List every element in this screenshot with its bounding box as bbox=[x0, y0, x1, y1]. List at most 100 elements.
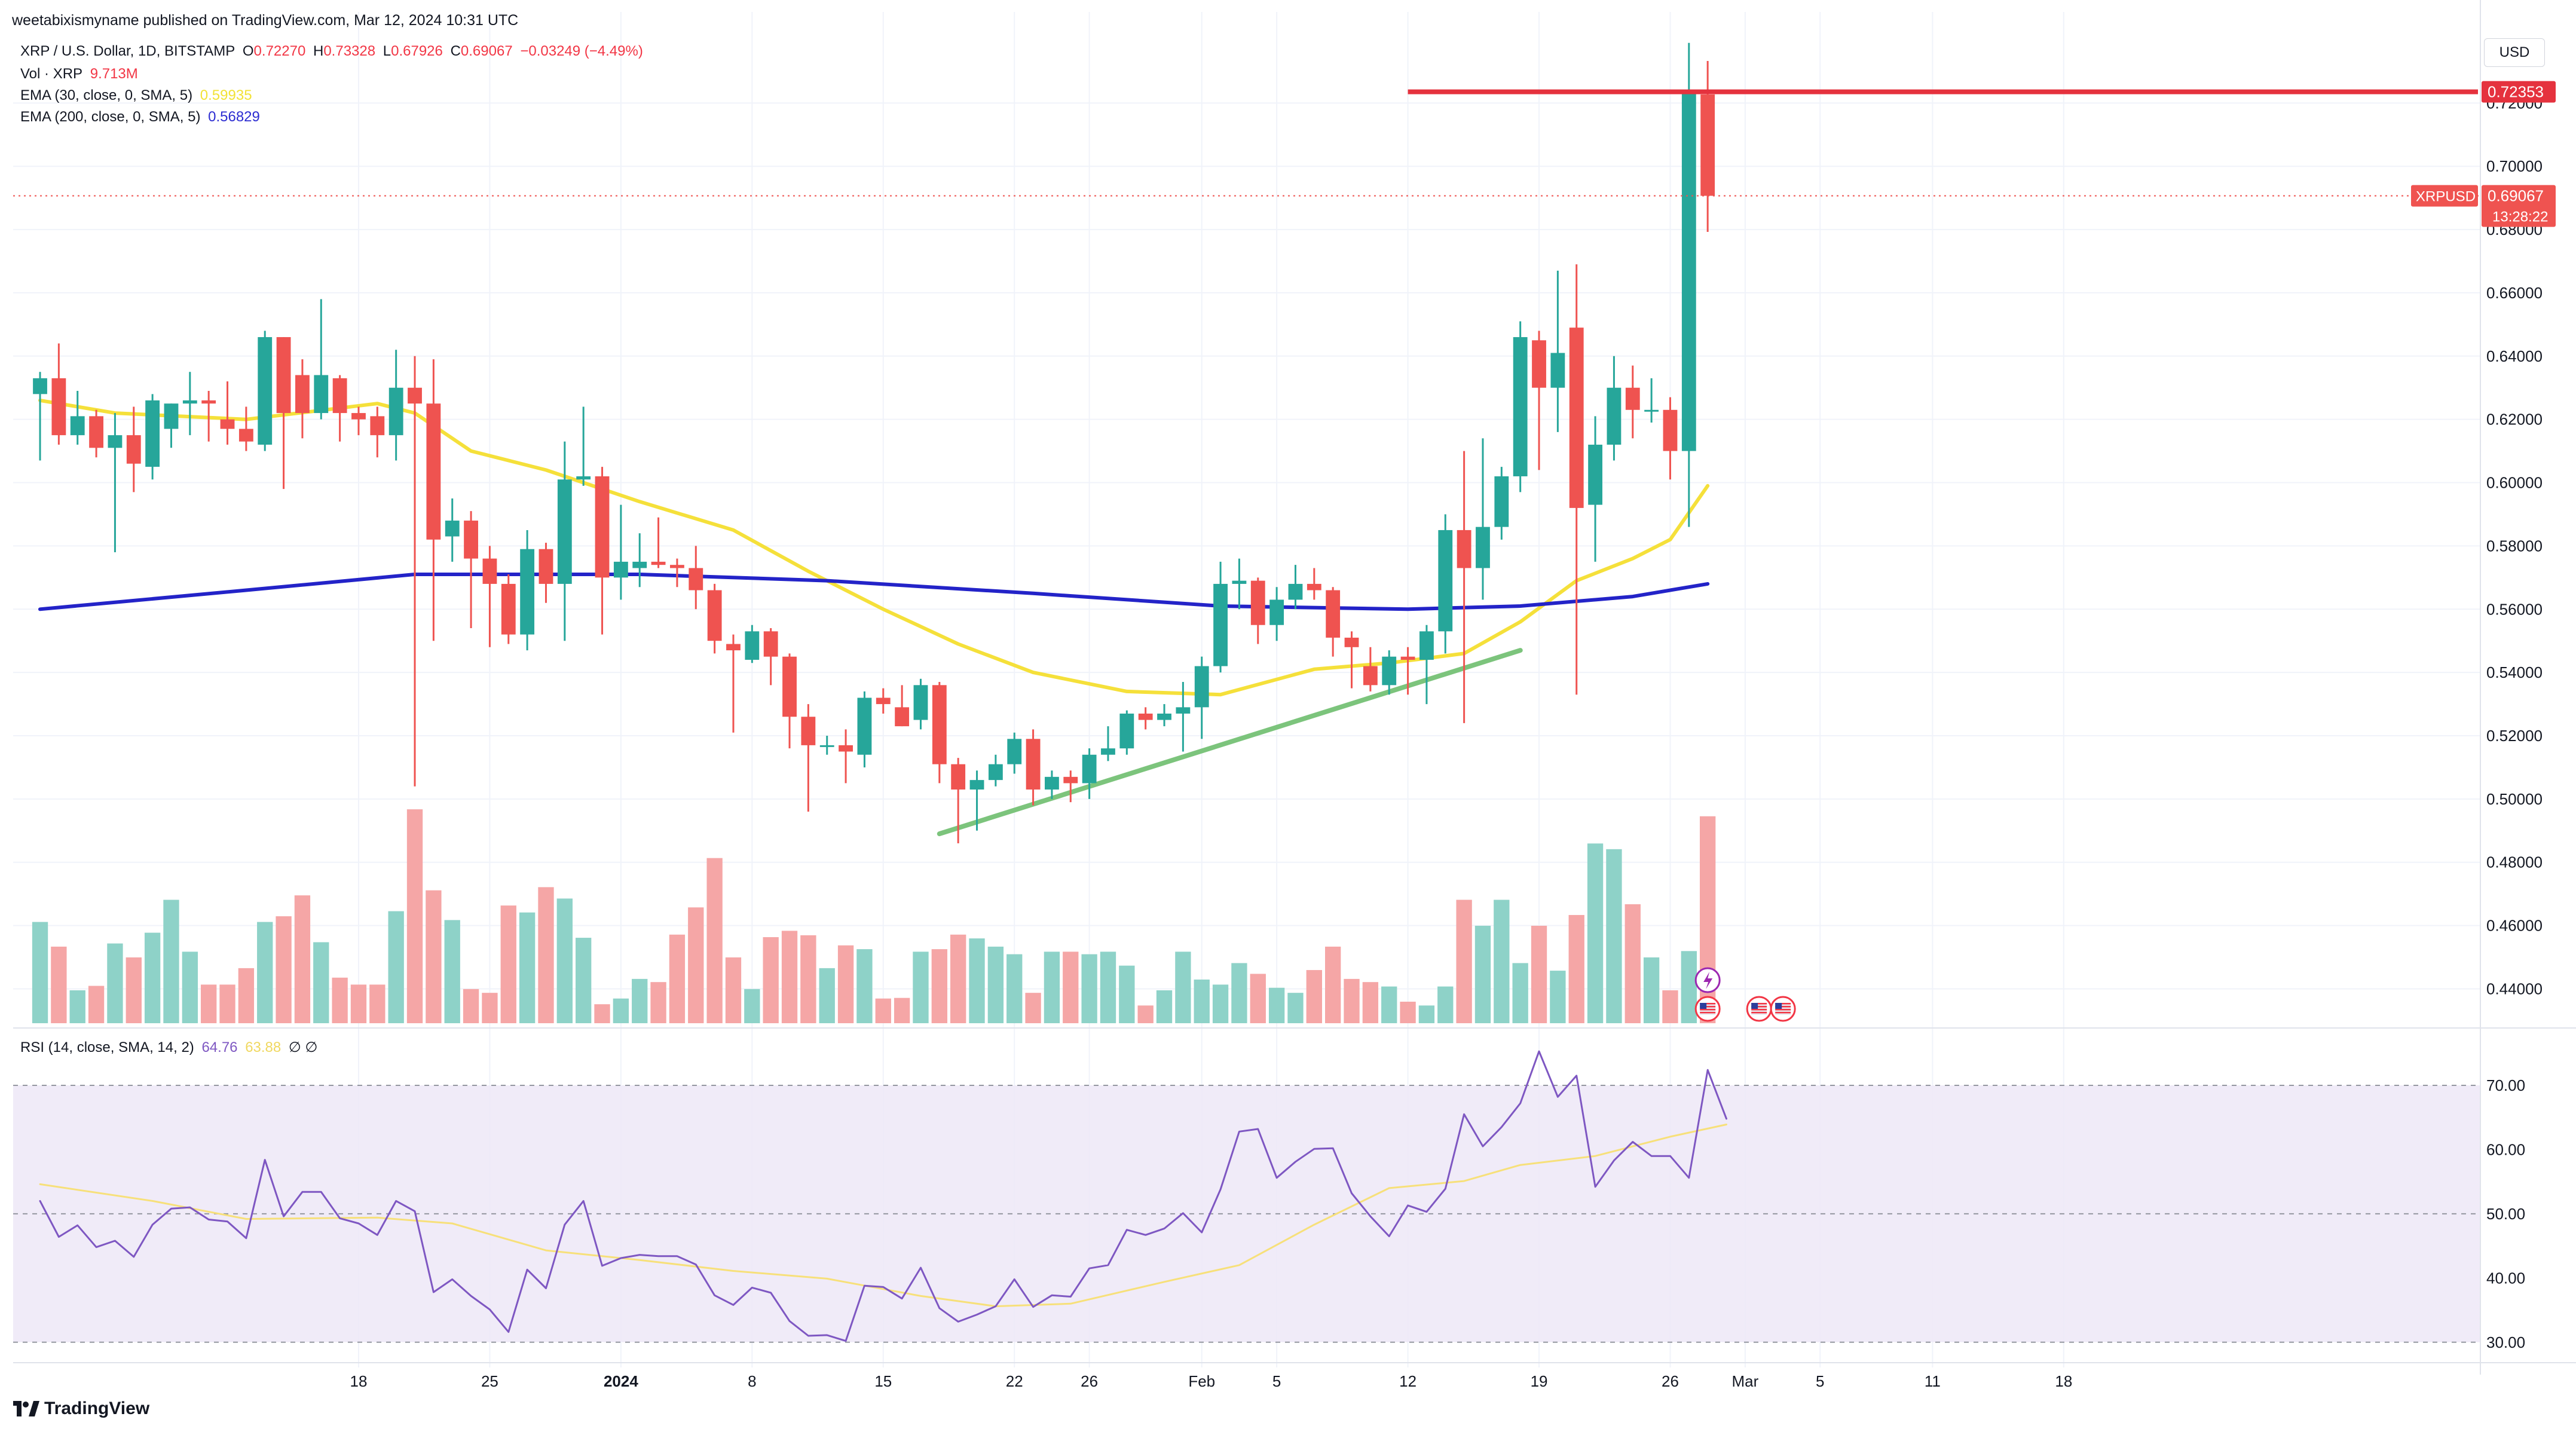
candle bbox=[1250, 577, 1265, 644]
candle-body bbox=[1045, 776, 1059, 790]
flag-icon-stripe bbox=[1751, 1009, 1767, 1011]
candle-body bbox=[1494, 476, 1509, 527]
candle-body bbox=[89, 416, 103, 448]
candle bbox=[89, 409, 103, 458]
candle-body bbox=[576, 476, 591, 480]
rsi-tick-label: 30.00 bbox=[2486, 1333, 2525, 1351]
candle-body bbox=[1476, 527, 1490, 568]
volume-bar bbox=[482, 993, 498, 1023]
candle-body bbox=[801, 717, 816, 745]
flag-icon-stripe bbox=[1700, 1012, 1716, 1014]
price-tick-label: 0.46000 bbox=[2486, 917, 2543, 935]
candle bbox=[238, 406, 253, 451]
price-tick-label: 0.48000 bbox=[2486, 853, 2543, 871]
price-tick-label: 0.64000 bbox=[2486, 347, 2543, 365]
volume-bar bbox=[1400, 1002, 1416, 1023]
volume-bar bbox=[632, 978, 648, 1023]
candle bbox=[408, 356, 422, 787]
lightning-icon-bolt bbox=[1703, 972, 1713, 989]
candle bbox=[351, 406, 366, 436]
volume-bar bbox=[388, 911, 404, 1023]
time-tick-label: 2024 bbox=[604, 1372, 638, 1390]
volume-bar bbox=[1025, 993, 1041, 1023]
volume-bar bbox=[1587, 843, 1604, 1023]
candle bbox=[1419, 625, 1434, 705]
candle-body bbox=[595, 476, 610, 578]
candle bbox=[1476, 438, 1490, 600]
volume-bar bbox=[144, 932, 161, 1023]
tradingview-logo-icon bbox=[13, 1401, 39, 1416]
candle bbox=[895, 685, 910, 727]
candle bbox=[670, 558, 684, 588]
candle-body bbox=[314, 375, 329, 414]
last-price-symbol-badge: XRPUSD bbox=[2411, 185, 2478, 207]
volume-bar bbox=[257, 922, 273, 1023]
ema200-path bbox=[38, 573, 1710, 611]
candle-body bbox=[1063, 776, 1078, 784]
candle bbox=[1382, 650, 1397, 695]
symbol-name: XRP / U.S. Dollar, 1D, BITSTAMP bbox=[20, 43, 235, 59]
candle-body bbox=[1026, 739, 1041, 790]
volume-bar bbox=[350, 984, 367, 1023]
candle-body bbox=[951, 764, 966, 790]
candle bbox=[1644, 378, 1659, 423]
volume-bar bbox=[1268, 987, 1285, 1023]
publisher-line: weetabixismyname published on TradingVie… bbox=[12, 12, 519, 29]
ema200-line bbox=[38, 573, 1710, 611]
candle-body bbox=[632, 561, 647, 568]
us-flag-icon bbox=[1746, 996, 1772, 1022]
volume-bar bbox=[1474, 925, 1491, 1023]
candle bbox=[1326, 587, 1341, 657]
volume-bar bbox=[1231, 963, 1247, 1023]
candle-body bbox=[1588, 445, 1602, 505]
candle-body bbox=[108, 435, 123, 448]
time-tick-label: 11 bbox=[1925, 1372, 1941, 1390]
candle bbox=[707, 583, 722, 654]
candle-body bbox=[445, 521, 460, 537]
rsi-tick-label: 50.00 bbox=[2486, 1205, 2525, 1223]
volume-label: Vol · XRP bbox=[20, 66, 83, 82]
volume-bar bbox=[1662, 990, 1678, 1023]
candle-body bbox=[1269, 599, 1284, 625]
candle bbox=[1588, 416, 1602, 562]
candle-body bbox=[707, 590, 722, 641]
ema30-label: EMA (30, close, 0, SMA, 5) bbox=[20, 87, 193, 103]
candle bbox=[726, 634, 741, 733]
volume-bar bbox=[781, 931, 798, 1023]
volume-bar bbox=[313, 942, 329, 1023]
time-tick-label: 5 bbox=[1272, 1372, 1281, 1390]
candle bbox=[763, 628, 778, 686]
candle bbox=[182, 372, 197, 436]
volume-bar bbox=[369, 984, 386, 1023]
volume-bars bbox=[32, 809, 1716, 1023]
candle bbox=[426, 359, 441, 641]
candle-body bbox=[557, 479, 572, 584]
candle bbox=[1344, 631, 1359, 689]
rsi-tick-label: 70.00 bbox=[2486, 1076, 2525, 1094]
currency-button[interactable]: USD bbox=[2484, 38, 2545, 67]
candle-body bbox=[1007, 739, 1022, 764]
volume-bar bbox=[894, 998, 910, 1023]
time-tick-label: Feb bbox=[1188, 1372, 1215, 1390]
volume-bar bbox=[1362, 982, 1379, 1023]
volume-bar bbox=[1081, 954, 1097, 1023]
candle-body bbox=[33, 378, 47, 394]
candle bbox=[1157, 704, 1171, 727]
flag-icon-stripe bbox=[1775, 1012, 1791, 1014]
candle bbox=[295, 359, 310, 439]
volume-bar bbox=[1568, 914, 1584, 1023]
time-tick-label: 25 bbox=[481, 1372, 498, 1390]
candle-body bbox=[388, 387, 403, 436]
volume-bar bbox=[519, 912, 536, 1023]
candle bbox=[1625, 365, 1640, 439]
candle bbox=[482, 546, 497, 647]
candle-body bbox=[295, 375, 310, 414]
candle-body bbox=[258, 337, 273, 445]
volume-bar bbox=[1606, 849, 1622, 1023]
candle-body bbox=[1194, 666, 1209, 708]
volume-bar bbox=[950, 934, 966, 1023]
candle-body bbox=[1157, 713, 1171, 720]
candle-body bbox=[1119, 713, 1134, 749]
last-symbol-text: XRPUSD bbox=[2416, 189, 2476, 205]
